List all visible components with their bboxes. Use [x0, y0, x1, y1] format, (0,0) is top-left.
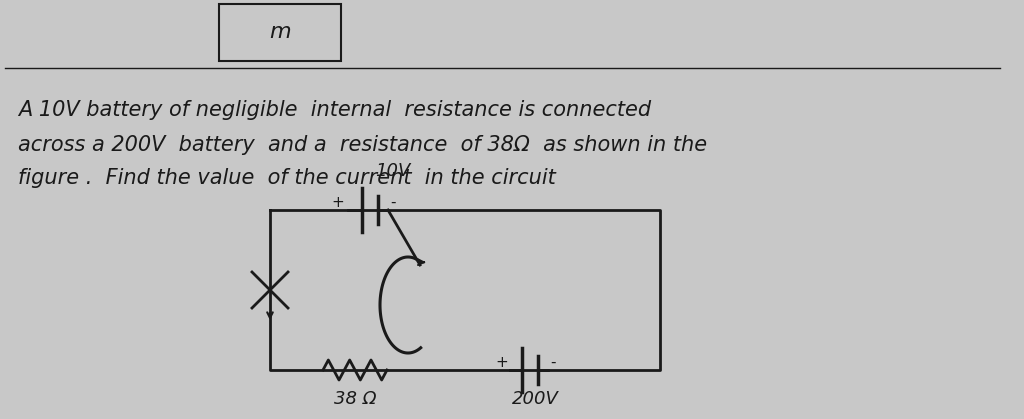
Text: A 10V battery of negligible  internal  resistance is connected: A 10V battery of negligible internal res…: [18, 100, 651, 120]
Text: across a 200V  battery  and a  resistance  of 38Ω  as shown in the: across a 200V battery and a resistance o…: [18, 135, 708, 155]
FancyBboxPatch shape: [219, 4, 341, 61]
Text: 10V: 10V: [375, 162, 411, 180]
Text: 38 Ω: 38 Ω: [334, 390, 376, 408]
Text: +: +: [496, 354, 508, 370]
Text: 200V: 200V: [512, 390, 558, 408]
Text: +: +: [331, 194, 344, 210]
Text: m: m: [269, 23, 291, 42]
Text: figure .  Find the value  of the current  in the circuit: figure . Find the value of the current i…: [18, 168, 556, 188]
Text: -: -: [390, 194, 395, 210]
Text: -: -: [550, 354, 555, 370]
